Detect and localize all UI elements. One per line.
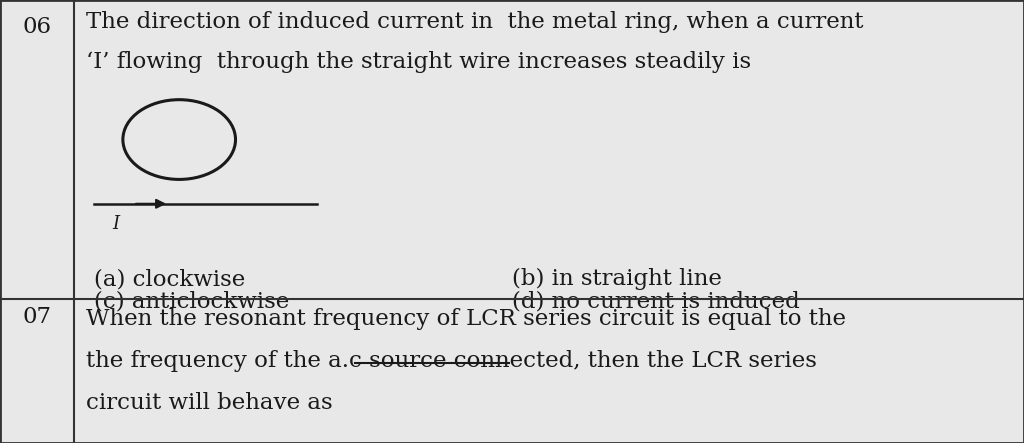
Text: When the resonant frequency of LCR series circuit is equal to the: When the resonant frequency of LCR serie… (86, 308, 846, 330)
Text: I: I (113, 215, 119, 233)
Text: the frequency of the a.c source connected, then the LCR series: the frequency of the a.c source connecte… (86, 350, 817, 372)
Text: (a) clockwise: (a) clockwise (94, 268, 246, 290)
Text: 07: 07 (23, 306, 51, 328)
Text: 06: 06 (23, 16, 51, 38)
Text: (d) no current is induced: (d) no current is induced (512, 290, 800, 312)
Text: ‘I’ flowing  through the straight wire increases steadily is: ‘I’ flowing through the straight wire in… (86, 51, 752, 73)
Text: (b) in straight line: (b) in straight line (512, 268, 722, 290)
Text: (c) anticlockwise: (c) anticlockwise (94, 290, 290, 312)
Text: The direction of induced current in  the metal ring, when a current: The direction of induced current in the … (86, 11, 863, 33)
Text: circuit will behave as: circuit will behave as (86, 392, 333, 414)
